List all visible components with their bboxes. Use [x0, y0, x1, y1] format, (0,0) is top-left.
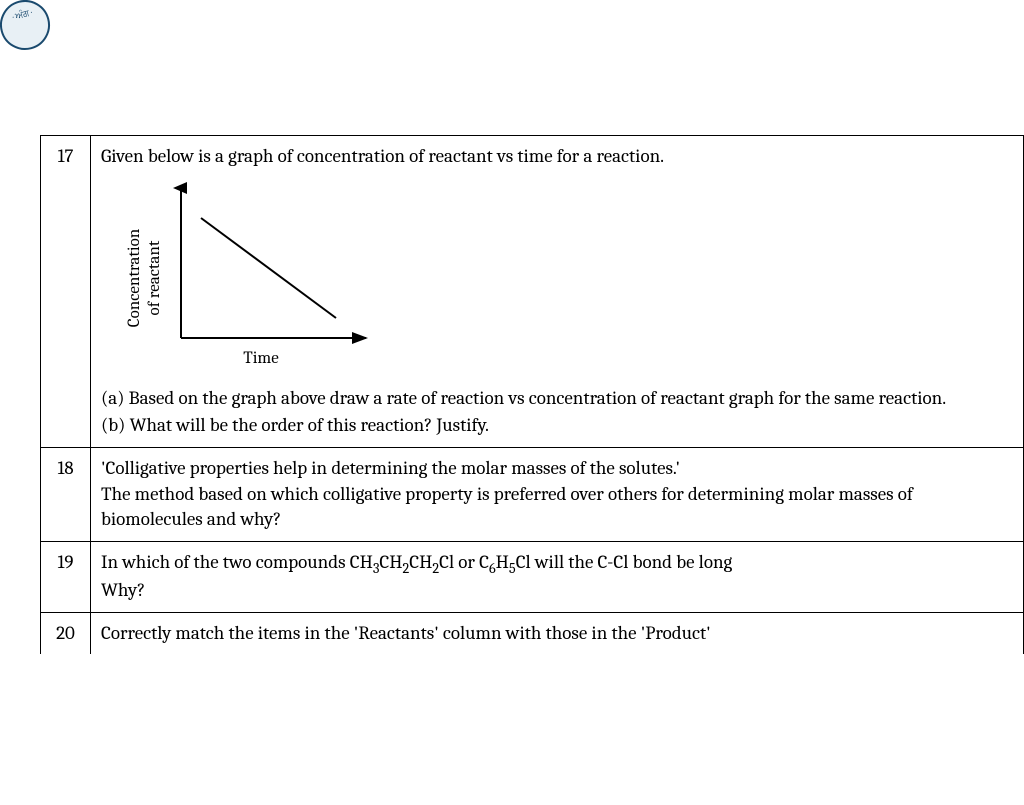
q17-number: 17: [41, 136, 91, 448]
q19-content: In which of the two compounds CH3CH2CH2C…: [91, 541, 1024, 612]
q17-part-b: (b) What will be the order of this react…: [101, 413, 1013, 439]
q19-mid2: CH: [409, 551, 432, 573]
concentration-time-graph: Concentration of reactant Time: [111, 178, 391, 378]
x-axis-label: Time: [243, 349, 279, 368]
q19-text: In which of the two compounds CH3CH2CH2C…: [101, 550, 1013, 578]
q19-number: 19: [41, 541, 91, 612]
q18-content: 'Colligative properties help in determin…: [91, 447, 1024, 541]
q19-sub5: 5: [509, 560, 516, 577]
q19-mid3: Cl or C: [439, 551, 489, 573]
question-18-row: 18 'Colligative properties help in deter…: [41, 447, 1024, 541]
institution-badge: · ਅੰਗ ·: [0, 0, 56, 56]
q17-part-a: (a) Based on the graph above draw a rate…: [101, 386, 1013, 412]
q19-sub4: 6: [489, 560, 496, 577]
q18-line1: 'Colligative properties help in determin…: [101, 456, 1013, 482]
y-axis-label-2: of reactant: [145, 240, 164, 315]
q20-number: 20: [41, 612, 91, 654]
question-19-row: 19 In which of the two compounds CH3CH2C…: [41, 541, 1024, 612]
badge-text: · ਅੰਗ ·: [0, 0, 46, 26]
data-line: [201, 218, 336, 318]
q18-line2: The method based on which colligative pr…: [101, 482, 1013, 533]
question-20-row: 20 Correctly match the items in the 'Rea…: [41, 612, 1024, 654]
q19-text-after: Cl will the C-Cl bond be long: [516, 551, 733, 573]
q19-line2: Why?: [101, 578, 1013, 604]
y-axis-label-1: Concentration: [125, 228, 144, 327]
q19-text-before: In which of the two compounds CH: [101, 551, 373, 573]
q19-mid1: CH: [379, 551, 402, 573]
q17-graph: Concentration of reactant Time: [111, 178, 391, 378]
q19-mid4: H: [496, 551, 509, 573]
q20-text: Correctly match the items in the 'Reacta…: [101, 621, 1013, 647]
questions-table: 17 Given below is a graph of concentrati…: [40, 135, 1024, 654]
q17-intro: Given below is a graph of concentration …: [101, 144, 1013, 170]
q17-content: Given below is a graph of concentration …: [91, 136, 1024, 448]
q18-number: 18: [41, 447, 91, 541]
q20-content: Correctly match the items in the 'Reacta…: [91, 612, 1024, 654]
question-17-row: 17 Given below is a graph of concentrati…: [41, 136, 1024, 448]
